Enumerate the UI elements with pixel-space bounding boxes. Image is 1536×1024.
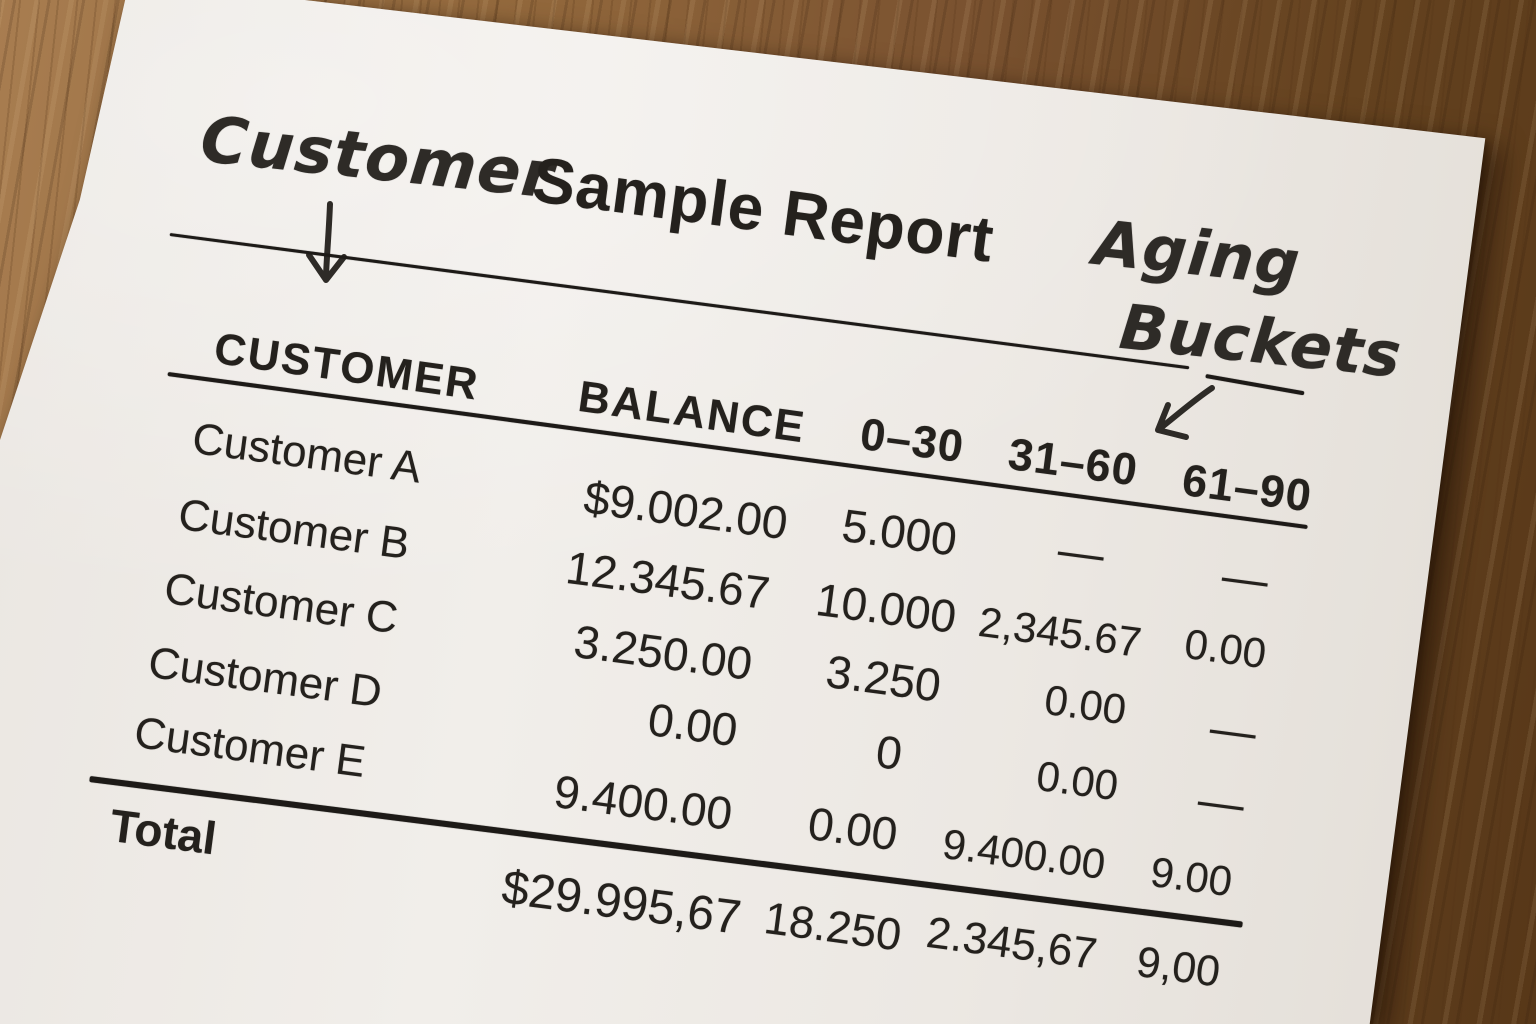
handwritten-aging-label-line2: Buckets xyxy=(1116,290,1406,393)
cell-row4-customer: Customer D xyxy=(145,638,385,718)
cell-row5-customer: Customer E xyxy=(131,708,369,787)
cell-row1-balance: $9.002.00 xyxy=(581,470,791,550)
cell-row1-customer: Customer A xyxy=(189,414,424,493)
cell-row4-61-90: — xyxy=(1195,772,1248,831)
cell-row5-31-60: 9.400.00 xyxy=(939,820,1109,888)
column-header-0-30: 0–30 xyxy=(857,408,968,473)
cell-total-0-30: 18.250 xyxy=(761,892,905,961)
cell-total-61-90: 9,00 xyxy=(1133,938,1223,997)
cell-row3-61-90: — xyxy=(1207,700,1260,759)
page-title: Sample Report xyxy=(528,142,999,276)
down-left-arrow-icon xyxy=(1155,385,1215,440)
cell-row4-31-60: 0.00 xyxy=(1033,752,1122,810)
cell-row4-0-30: 0 xyxy=(873,724,906,780)
cell-row2-31-60: 2,345.67 xyxy=(975,598,1145,666)
cell-row2-balance: 12.345.67 xyxy=(563,540,773,620)
handwritten-aging-label-line1: Aging xyxy=(1090,206,1305,301)
cell-row2-0-30: 10.000 xyxy=(813,572,960,643)
cell-row3-0-30: 3.250 xyxy=(823,644,945,712)
cell-row3-customer: Customer C xyxy=(161,564,401,644)
cell-total-31-60: 2.345,67 xyxy=(923,908,1100,979)
cell-row1-0-30: 5.000 xyxy=(839,498,961,566)
down-arrow-icon xyxy=(306,201,347,283)
cell-row1-31-60: — xyxy=(1055,522,1108,581)
cell-row3-31-60: 0.00 xyxy=(1041,676,1130,734)
cell-row5-0-30: 0.00 xyxy=(805,796,901,861)
cell-row2-61-90: 0.00 xyxy=(1181,620,1270,678)
cell-row1-61-90: — xyxy=(1219,548,1272,607)
cell-row3-balance: 3.250.00 xyxy=(571,614,756,690)
column-header-balance: BALANCE xyxy=(575,372,809,453)
cell-total-balance: $29.995,67 xyxy=(498,860,745,945)
cell-total-label: Total xyxy=(107,798,220,865)
cell-row4-balance: 0.00 xyxy=(645,692,741,757)
cell-row2-customer: Customer B xyxy=(175,490,413,569)
cell-row5-balance: 9.400.00 xyxy=(551,764,736,840)
cell-row5-61-90: 9.00 xyxy=(1147,848,1236,906)
handwritten-customer-label: Customer xyxy=(197,103,558,214)
